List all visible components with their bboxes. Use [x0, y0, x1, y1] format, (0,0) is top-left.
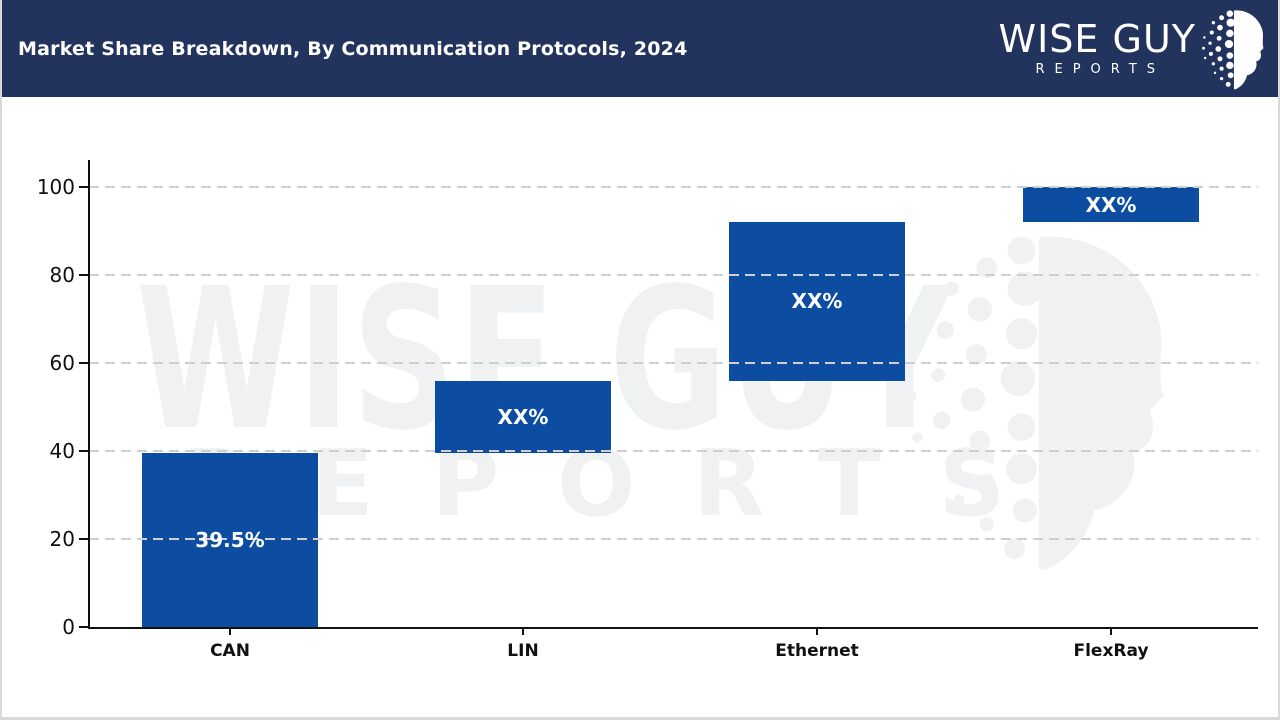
y-tick-label: 0 — [62, 615, 75, 639]
chart-title: Market Share Breakdown, By Communication… — [18, 37, 688, 60]
gridline — [89, 538, 1258, 540]
bar-value-label: XX% — [497, 404, 549, 429]
x-axis-tick — [816, 627, 818, 635]
y-axis-tick — [79, 626, 88, 628]
brand-logo: WISE GUY REPORTS — [999, 7, 1266, 91]
x-axis-tick — [1110, 627, 1112, 635]
y-axis-tick — [79, 186, 88, 188]
bar-value-label: 39.5% — [195, 528, 265, 553]
y-tick-label: 100 — [36, 175, 75, 199]
logo-wordmark-line2: REPORTS — [1035, 62, 1166, 77]
y-axis-tick — [79, 362, 88, 364]
x-tick-label: LIN — [507, 641, 539, 661]
logo-wordmark-line1: WISE GUY — [998, 17, 1196, 61]
y-axis-tick — [79, 450, 88, 452]
x-axis-tick — [522, 627, 524, 635]
gridline — [89, 186, 1258, 188]
x-tick-label: Ethernet — [775, 641, 859, 661]
gridline — [89, 274, 1258, 276]
x-axis-tick — [229, 627, 231, 635]
gridline — [89, 450, 1258, 452]
y-tick-label: 80 — [49, 263, 75, 287]
y-tick-label: 60 — [49, 351, 75, 375]
logo-head-icon — [1192, 7, 1266, 91]
bar-value-label: XX% — [1085, 192, 1137, 217]
x-tick-label: FlexRay — [1073, 641, 1149, 661]
bar-value-label: XX% — [791, 289, 843, 314]
gridline — [89, 362, 1258, 364]
y-axis-tick — [79, 274, 88, 276]
y-tick-label: 40 — [49, 439, 75, 463]
y-axis-line — [88, 160, 90, 629]
y-tick-label: 20 — [49, 527, 75, 551]
x-tick-label: CAN — [210, 641, 250, 661]
x-axis-line — [88, 627, 1258, 629]
bar — [1023, 187, 1199, 223]
y-axis-tick — [79, 538, 88, 540]
bar — [142, 453, 318, 627]
logo-wordmark: WISE GUY REPORTS — [999, 20, 1196, 77]
bar — [435, 380, 611, 454]
bar — [729, 222, 905, 381]
header-bar: Market Share Breakdown, By Communication… — [0, 0, 1280, 97]
